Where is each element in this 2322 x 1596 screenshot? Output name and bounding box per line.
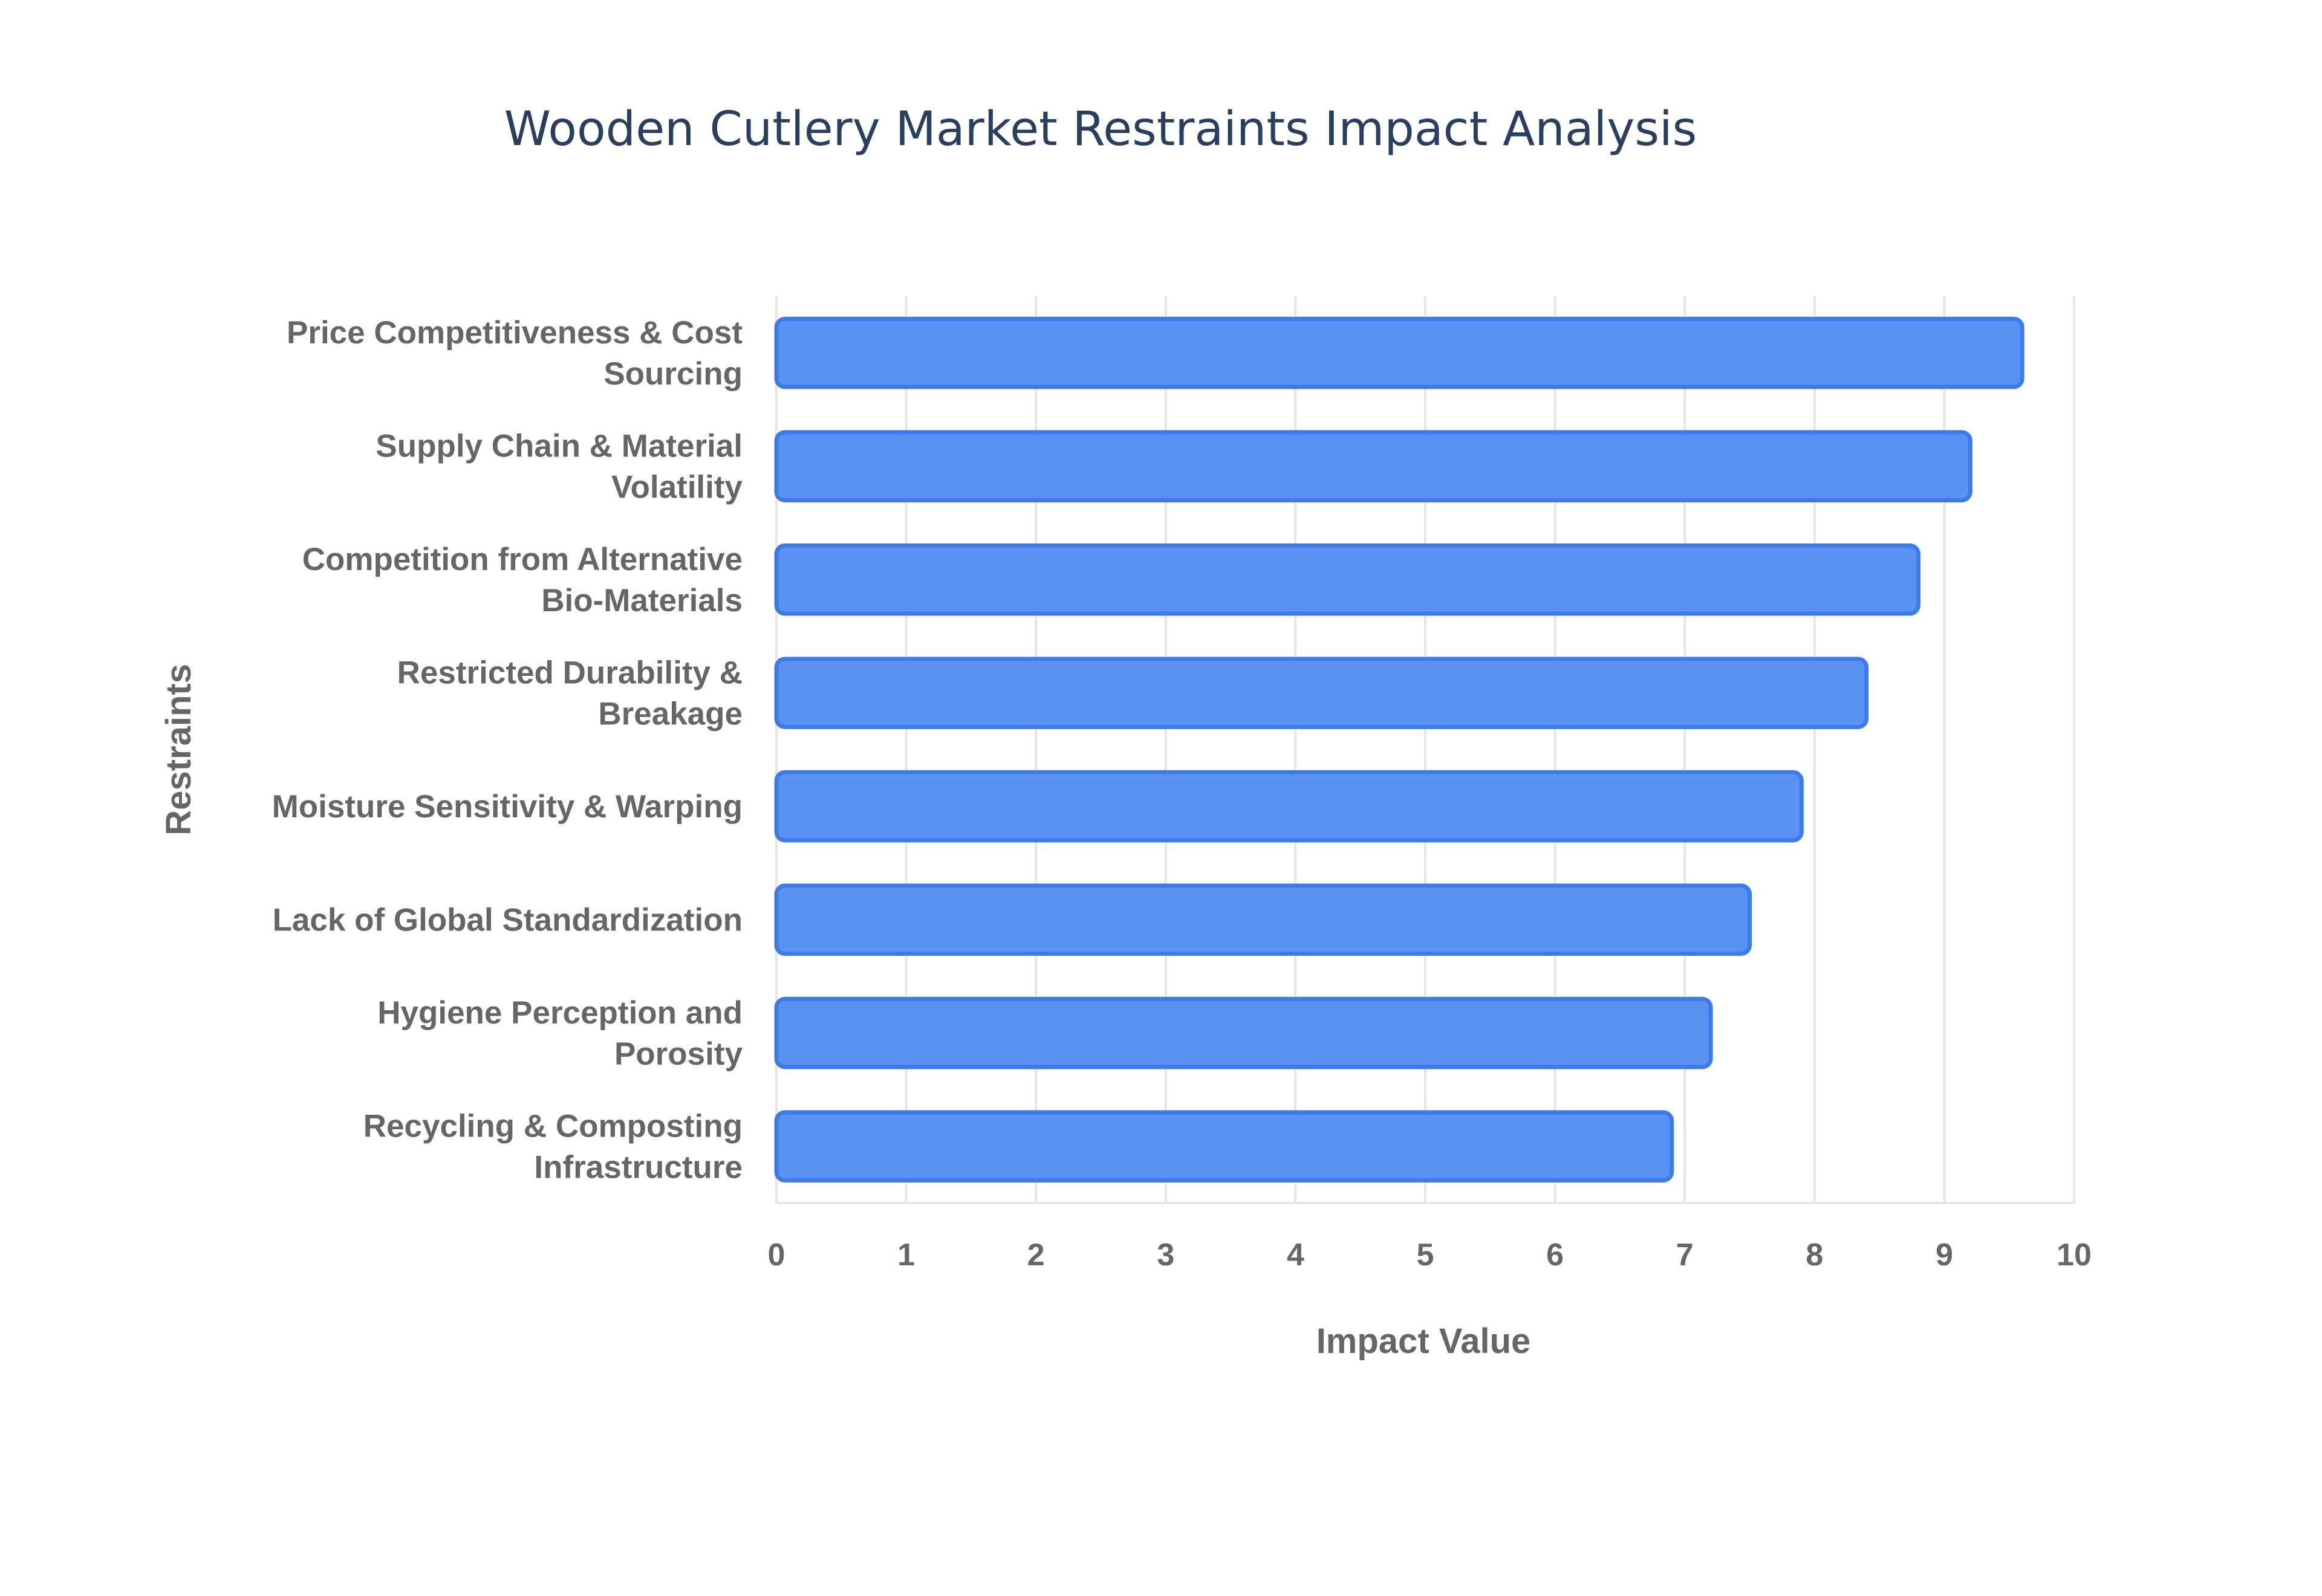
x-tick-label: 4 — [1287, 1238, 1304, 1273]
category-label-line: Hygiene Perception and — [377, 995, 743, 1031]
category-label-line: Price Competitiveness & Cost — [287, 315, 743, 351]
category-label-line: Lack of Global Standardization — [273, 902, 743, 938]
x-tick-label: 2 — [1027, 1238, 1045, 1273]
x-tick-label: 6 — [1546, 1238, 1564, 1273]
category-label-line: Moisture Sensitivity & Warping — [272, 789, 743, 825]
x-tick-label: 10 — [2057, 1238, 2092, 1273]
x-tick-label: 8 — [1806, 1238, 1823, 1273]
category-label-line: Infrastructure — [534, 1149, 743, 1185]
category-label: Restricted Durability & Breakage — [397, 655, 743, 731]
bar[interactable] — [774, 883, 1752, 956]
category-label-line: Competition from Alternative — [302, 542, 743, 577]
category-label: Competition from Alternative Bio-Material… — [302, 542, 743, 618]
category-label: Lack of Global Standardization — [273, 902, 743, 938]
category-label-line: Porosity — [614, 1036, 743, 1072]
category-label: Price Competitiveness & Cost Sourcing — [287, 315, 743, 392]
category-label-line: Recycling & Composting — [363, 1108, 743, 1144]
category-label-line: Sourcing — [603, 356, 743, 392]
bar[interactable] — [774, 317, 2024, 389]
x-tick-label: 9 — [1936, 1238, 1953, 1273]
category-labels: Price Competitiveness & Cost Sourcing Supp… — [272, 315, 743, 1186]
chart-title: Wooden Cutlery Market Restraints Impact … — [504, 102, 1697, 157]
bar[interactable] — [774, 543, 1920, 616]
x-axis-title: Impact Value — [1316, 1322, 1531, 1361]
category-label: Recycling & Composting Infrastructure — [363, 1108, 743, 1185]
category-label: Supply Chain & Material Volatility — [376, 428, 743, 505]
x-tick-label: 7 — [1676, 1238, 1694, 1273]
bar[interactable] — [774, 430, 1972, 502]
bar[interactable] — [774, 657, 1869, 729]
category-label-line: Breakage — [598, 696, 743, 731]
category-label: Hygiene Perception and Porosity — [377, 995, 743, 1072]
category-label-line: Supply Chain & Material — [376, 428, 743, 464]
x-tick-label: 5 — [1417, 1238, 1434, 1273]
x-tick-label: 3 — [1157, 1238, 1174, 1273]
x-tick-label: 1 — [897, 1238, 915, 1273]
category-label: Moisture Sensitivity & Warping — [272, 789, 743, 825]
category-label-line: Restricted Durability & — [397, 655, 743, 690]
bar[interactable] — [774, 1110, 1674, 1182]
x-tick-label: 0 — [768, 1238, 785, 1273]
x-tick-labels: 0 1 2 3 4 5 6 7 8 9 10 — [768, 1238, 2092, 1273]
y-axis-title: Restraints — [159, 664, 198, 835]
category-label-line: Bio-Materials — [541, 583, 743, 618]
category-label-line: Volatility — [611, 469, 743, 505]
bars — [774, 317, 2024, 1182]
bar[interactable] — [774, 997, 1713, 1069]
bar[interactable] — [774, 770, 1804, 843]
